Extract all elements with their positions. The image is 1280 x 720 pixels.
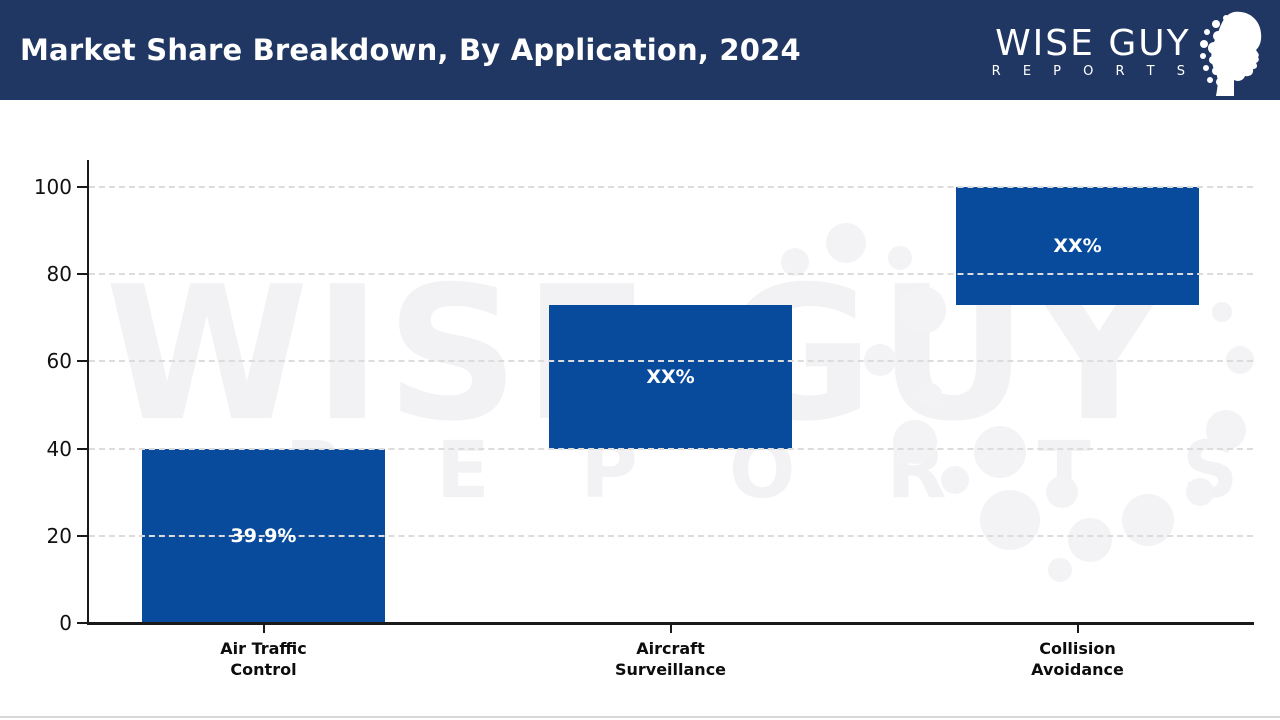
brand-subtitle: R E P O R T S <box>991 64 1194 80</box>
y-tick-label-20: 20 <box>46 523 72 548</box>
gridline-100 <box>89 186 1253 188</box>
x-tick-mark-0 <box>262 624 265 633</box>
gridline-80 <box>89 273 1253 276</box>
y-tick-label-80: 80 <box>46 262 72 287</box>
y-tick-label-40: 40 <box>46 436 72 461</box>
x-tick-mark-1 <box>669 624 672 633</box>
category-label-line: Collision <box>1039 639 1116 658</box>
brand-logo: WISE GUY R E P O R T S <box>992 6 1268 98</box>
y-tick-label-60: 60 <box>46 349 72 374</box>
brand-logo-text: WISE GUY R E P O R T S <box>991 22 1194 80</box>
y-tick-label-100: 100 <box>33 175 72 199</box>
category-label-line: Surveillance <box>614 659 727 679</box>
bar-1 <box>549 304 792 449</box>
header-bar: Market Share Breakdown, By Application, … <box>0 0 1280 100</box>
y-tick-mark-40 <box>77 447 88 450</box>
category-label-line: Air Traffic <box>220 639 307 658</box>
gridline-40 <box>89 447 1253 450</box>
category-label-1: Aircraft Surveillance <box>615 639 726 681</box>
category-label-0: Air Traffic Control <box>220 639 307 681</box>
y-tick-label-0: 0 <box>59 611 72 635</box>
y-axis-line <box>87 160 89 625</box>
y-tick-mark-80 <box>77 273 88 276</box>
category-label-line: Control <box>230 659 297 679</box>
category-label-line: Aircraft <box>636 639 705 658</box>
bar-value-label-1: XX% <box>646 365 695 388</box>
bar-value-label-0: 39.9% <box>230 524 297 547</box>
page-title: Market Share Breakdown, By Application, … <box>20 33 801 67</box>
x-tick-mark-2 <box>1076 624 1079 633</box>
category-label-line: Avoidance <box>1031 659 1124 679</box>
brand-head-icon <box>1200 11 1262 96</box>
bar-value-label-2: XX% <box>1053 234 1102 257</box>
gridline-60 <box>89 360 1253 363</box>
category-label-2: Collision Avoidance <box>1031 639 1124 681</box>
brand-name: WISE GUY <box>995 22 1191 64</box>
gridline-20 <box>89 534 1253 537</box>
y-tick-mark-100 <box>77 186 88 188</box>
y-tick-mark-60 <box>77 360 88 363</box>
y-tick-mark-0 <box>77 622 88 624</box>
footer-divider <box>0 716 1280 718</box>
y-tick-mark-20 <box>77 534 88 537</box>
x-axis-line <box>87 622 1254 625</box>
bar-2 <box>956 187 1199 305</box>
